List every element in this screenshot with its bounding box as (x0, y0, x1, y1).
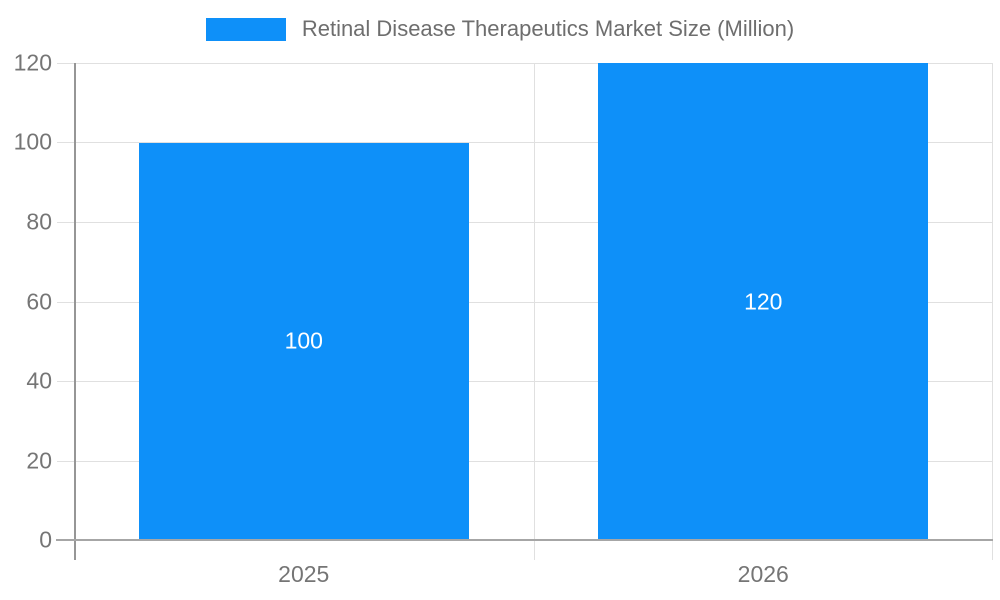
gridline-60 (57, 301, 993, 303)
y-tick-label-100: 100 (13, 128, 52, 155)
x-tick-label-2025: 2025 (278, 561, 330, 587)
plot-boundary-line-2 (992, 63, 993, 560)
y-tick-label-20: 20 (26, 447, 52, 473)
y-tick-label-80: 80 (26, 208, 52, 235)
bar-2025[interactable]: 100 (138, 142, 469, 540)
gridline-100 (57, 142, 993, 144)
legend-label: Retinal Disease Therapeutics Market Size… (301, 16, 795, 41)
bar-region-2026: 120 (534, 63, 994, 540)
x-tick-label-2026: 2026 (737, 561, 789, 587)
bar-region-2025: 100 (74, 63, 534, 540)
y-tick-label-120: 120 (13, 49, 52, 76)
bar-value-label-2025: 100 (284, 327, 323, 354)
legend-item[interactable]: Retinal Disease Therapeutics Market Size… (205, 14, 795, 44)
gridline-20 (57, 460, 993, 462)
plot-boundary-line-1 (533, 63, 535, 560)
y-tick-label-0: 0 (39, 526, 52, 553)
legend-swatch (205, 17, 286, 41)
gridline-80 (57, 221, 993, 223)
plot-area: 100 120 0 20 40 60 80 100 120 2025 2026 (14, 50, 994, 587)
gridline-40 (57, 380, 993, 382)
x-axis-line (56, 539, 993, 541)
gridline-120 (57, 63, 993, 64)
y-tick-label-60: 60 (26, 288, 52, 314)
y-tick-label-40: 40 (26, 367, 52, 394)
y-axis-line (74, 63, 76, 560)
chart-legend: Retinal Disease Therapeutics Market Size… (0, 14, 1000, 44)
bar-value-label-2026: 120 (744, 288, 783, 314)
bar-2026[interactable]: 120 (598, 63, 929, 540)
